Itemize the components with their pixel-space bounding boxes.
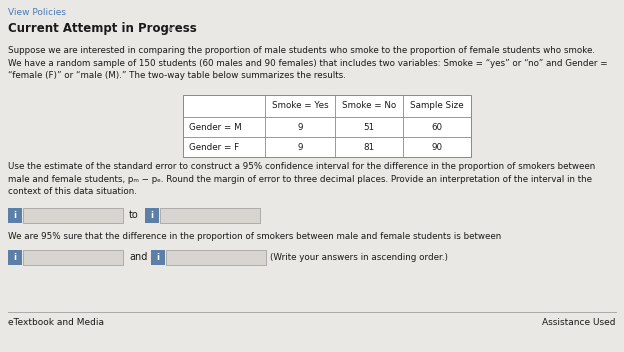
- Text: Smoke = No: Smoke = No: [342, 101, 396, 111]
- Text: eTextbook and Media: eTextbook and Media: [8, 318, 104, 327]
- Text: Smoke = Yes: Smoke = Yes: [271, 101, 328, 111]
- Text: 51: 51: [363, 122, 374, 132]
- Text: (Write your answers in ascending order.): (Write your answers in ascending order.): [270, 253, 448, 262]
- Text: Assistance Used: Assistance Used: [542, 318, 616, 327]
- Text: Sample Size: Sample Size: [410, 101, 464, 111]
- Text: to: to: [129, 210, 139, 220]
- Bar: [8, 250, 22, 265]
- Text: We have a random sample of 150 students (60 males and 90 females) that includes : We have a random sample of 150 students …: [8, 58, 608, 68]
- Text: 60: 60: [431, 122, 442, 132]
- Text: 9: 9: [297, 122, 303, 132]
- Text: 81: 81: [363, 143, 374, 151]
- Bar: [183, 95, 471, 157]
- Text: i: i: [14, 211, 16, 220]
- Text: i: i: [157, 253, 160, 262]
- Text: Use the estimate of the standard error to construct a 95% confidence interval fo: Use the estimate of the standard error t…: [8, 162, 595, 171]
- Bar: [23, 208, 123, 223]
- Text: i: i: [14, 253, 16, 262]
- Text: i: i: [150, 211, 154, 220]
- Bar: [166, 250, 266, 265]
- Text: male and female students, pₘ − pₑ. Round the margin of error to three decimal pl: male and female students, pₘ − pₑ. Round…: [8, 175, 592, 183]
- Text: context of this data situation.: context of this data situation.: [8, 187, 137, 196]
- Bar: [160, 208, 260, 223]
- Text: and: and: [129, 252, 147, 263]
- Text: ▪: ▪: [167, 26, 172, 32]
- Bar: [151, 250, 165, 265]
- Bar: [23, 250, 123, 265]
- Text: Gender = M: Gender = M: [189, 122, 241, 132]
- Text: Gender = F: Gender = F: [189, 143, 239, 151]
- Text: 90: 90: [431, 143, 442, 151]
- Bar: [8, 208, 22, 223]
- Text: “female (F)” or “male (M).” The two-way table below summarizes the results.: “female (F)” or “male (M).” The two-way …: [8, 71, 346, 80]
- Text: View Policies: View Policies: [8, 8, 66, 17]
- Text: Suppose we are interested in comparing the proportion of male students who smoke: Suppose we are interested in comparing t…: [8, 46, 595, 55]
- Text: We are 95% sure that the difference in the proportion of smokers between male an: We are 95% sure that the difference in t…: [8, 232, 501, 241]
- Text: 9: 9: [297, 143, 303, 151]
- Bar: [145, 208, 159, 223]
- Text: Current Attempt in Progress: Current Attempt in Progress: [8, 22, 197, 35]
